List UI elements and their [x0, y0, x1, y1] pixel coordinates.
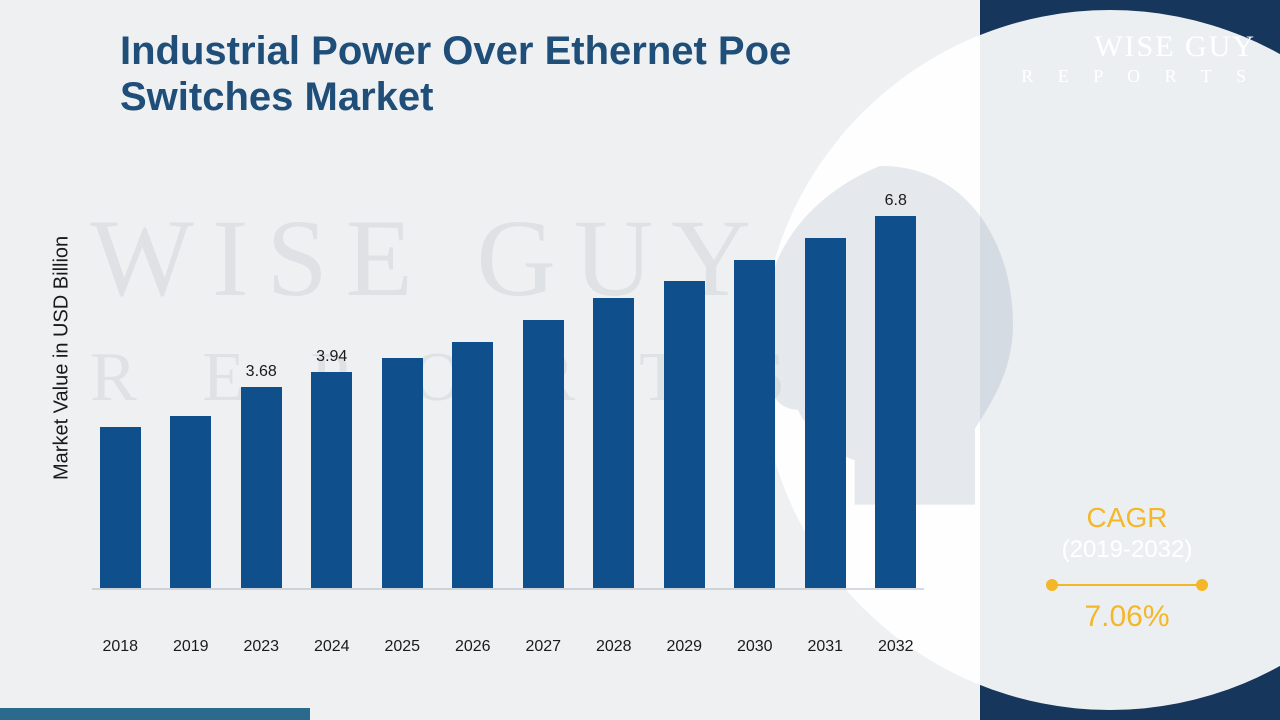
x-tick-label: 2029: [658, 638, 711, 656]
chart-area: Market Value in USD Billion 3.683.946.8 …: [44, 150, 924, 628]
bar-slot: [517, 150, 570, 588]
cagr-title: CAGR: [1032, 502, 1222, 534]
x-tick-label: 2026: [447, 638, 500, 656]
bar: [805, 238, 846, 588]
x-tick-label: 2023: [235, 638, 288, 656]
x-tick-label: 2024: [306, 638, 359, 656]
y-axis-label: Market Value in USD Billion: [51, 236, 74, 480]
brand-logo-line2: R E P O R T S: [1021, 66, 1256, 87]
bar-slot: 3.94: [306, 150, 359, 588]
x-axis-line: [92, 588, 924, 590]
x-tick-label: 2027: [517, 638, 570, 656]
bar: [100, 427, 141, 589]
bar: [734, 260, 775, 589]
cagr-period: (2019-2032): [1032, 536, 1222, 564]
x-tick-label: 2031: [799, 638, 852, 656]
plot-region: 3.68 3.94 6.8: [92, 150, 924, 590]
cagr-value: 7.06%: [1032, 600, 1222, 634]
bar: [523, 320, 564, 588]
x-tick-label: 2025: [376, 638, 429, 656]
x-tick-label: 2030: [729, 638, 782, 656]
cagr-divider-line: [1052, 584, 1202, 586]
bar-slot: [447, 150, 500, 588]
x-tick-label: 2032: [870, 638, 923, 656]
bar-value-label: 6.8: [885, 192, 907, 210]
brand-logo: WISE GUY R E P O R T S: [1021, 30, 1256, 87]
bar-slot: [658, 150, 711, 588]
bar-slot: [588, 150, 641, 588]
bar: [593, 298, 634, 588]
cagr-block: CAGR (2019-2032) 7.06%: [1032, 502, 1222, 634]
bar-slot: [729, 150, 782, 588]
bars-container: 3.68 3.94 6.8: [92, 150, 924, 588]
bar-slot: 3.68: [235, 150, 288, 588]
bar: [382, 358, 423, 588]
brand-logo-line1: WISE GUY: [1021, 30, 1256, 64]
bar: [241, 387, 282, 588]
page-root: WISE GUY R E P O R T S Industrial Power …: [0, 0, 1280, 720]
bottom-accent-bar: [0, 708, 310, 720]
x-tick-label: 2018: [94, 638, 147, 656]
bar: [170, 416, 211, 588]
bar-slot: [799, 150, 852, 588]
x-tick-label: 2028: [588, 638, 641, 656]
bar-slot: [94, 150, 147, 588]
bar-value-label: 3.68: [246, 363, 277, 381]
x-tick-label: 2019: [165, 638, 218, 656]
bar-value-label: 3.94: [316, 348, 347, 366]
x-axis-labels: 2018 2019 2023 2024 2025 2026 2027 2028 2029 2030…: [92, 638, 924, 656]
bar-slot: [165, 150, 218, 588]
chart-title: Industrial Power Over Ethernet Poe Switc…: [120, 28, 880, 120]
bar: [664, 281, 705, 588]
bar: [875, 216, 916, 588]
bar: [311, 372, 352, 588]
bar-slot: 6.8: [870, 150, 923, 588]
bar-slot: [376, 150, 429, 588]
bar: [452, 342, 493, 588]
